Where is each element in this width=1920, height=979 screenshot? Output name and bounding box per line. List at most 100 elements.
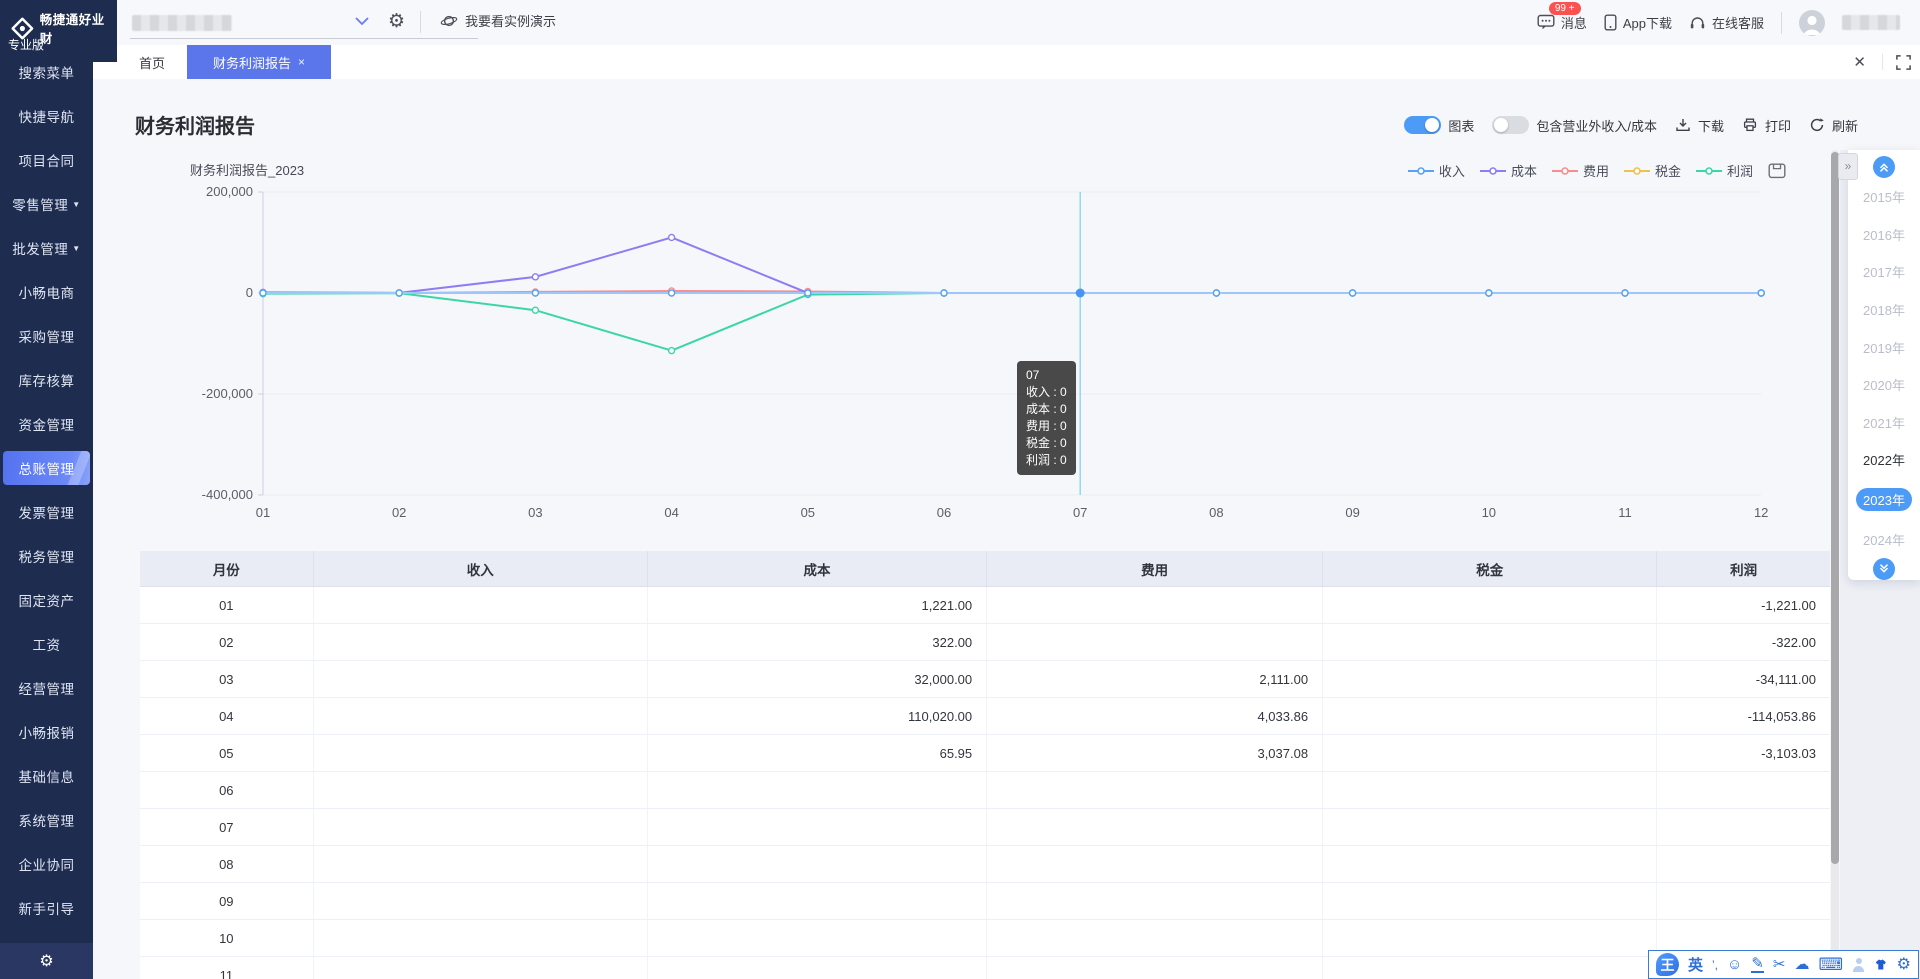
sidebar-item-label: 库存核算 — [18, 374, 75, 389]
value-cell — [313, 660, 648, 698]
years-scroll-down-button[interactable] — [1873, 558, 1895, 580]
legend-item[interactable]: 费用 — [1551, 161, 1609, 180]
tab-home[interactable]: 首页 — [117, 45, 187, 79]
year-item[interactable]: 2020年 — [1863, 378, 1905, 394]
ime-account-icon[interactable] — [1852, 957, 1865, 972]
sidebar-item[interactable]: 企业协同 — [0, 842, 93, 886]
sidebar-item-label: 系统管理 — [18, 814, 75, 829]
year-item[interactable]: 2024年 — [1863, 532, 1905, 548]
svg-text:-400,000: -400,000 — [202, 487, 253, 502]
tab-bar: 首页 财务利润报告 × ✕ — [0, 45, 1920, 79]
year-item[interactable]: 2021年 — [1863, 415, 1905, 431]
profit-chart[interactable]: 200,000 0 -200,000 -400,000 01 02 03 04 05 06 07 08… — [170, 150, 1830, 530]
tooltip-row: 收入 : 0 — [1026, 385, 1067, 399]
sidebar-item[interactable]: 固定资产 — [0, 578, 93, 622]
scrollbar-thumb[interactable] — [1831, 152, 1839, 864]
sidebar-item-label: 项目合同 — [18, 154, 75, 169]
value-cell — [313, 882, 648, 920]
year-item[interactable]: 2023年 — [1856, 488, 1912, 512]
table-column-header: 收入 — [313, 551, 648, 587]
sidebar-item-label: 小畅电商 — [18, 286, 75, 301]
online-service-button[interactable]: 在线客服 — [1689, 13, 1764, 32]
refresh-button[interactable]: 刷新 — [1809, 116, 1858, 135]
skin-shirt-icon[interactable] — [1874, 958, 1888, 971]
sidebar-item[interactable]: 库存核算 — [0, 358, 93, 402]
legend-item[interactable]: 成本 — [1479, 161, 1537, 180]
sidebar-item[interactable]: 项目合同 — [0, 138, 93, 182]
download-button[interactable]: 下载 — [1675, 116, 1724, 135]
legend-item[interactable]: 利润 — [1695, 161, 1753, 180]
chevron-down-icon[interactable] — [354, 16, 370, 26]
punctuation-icon[interactable]: ’, — [1712, 957, 1719, 972]
sidebar-item[interactable]: 小畅报销 — [0, 710, 93, 754]
caret-down-icon: ▼ — [72, 243, 81, 253]
sidebar-item[interactable]: 新手引导 — [0, 886, 93, 930]
sidebar-item[interactable]: 发票管理 — [0, 490, 93, 534]
brand-diamond-icon — [11, 17, 34, 39]
phone-icon — [1604, 14, 1617, 31]
years-scroll-up-button[interactable] — [1873, 156, 1895, 178]
legend-item[interactable]: 税金 — [1623, 161, 1681, 180]
sidebar-item[interactable]: 基础信息 — [0, 754, 93, 798]
close-page-icon[interactable]: ✕ — [1853, 54, 1866, 71]
year-panel: 2015年 2016年 2017年 2018年 2019年 2020年 2021年 2022年… — [1848, 150, 1920, 580]
sidebar-item[interactable]: 搜索菜单 — [0, 50, 93, 94]
year-item[interactable]: 2016年 — [1863, 227, 1905, 243]
sidebar-item-label: 工资 — [32, 638, 61, 653]
chart-toggle[interactable] — [1404, 116, 1442, 134]
sidebar-item[interactable]: 总账管理 — [3, 451, 90, 485]
legend-item[interactable]: 收入 — [1407, 161, 1465, 180]
sidebar-item[interactable]: 资金管理 — [0, 402, 93, 446]
svg-text:200,000: 200,000 — [206, 184, 253, 199]
fullscreen-icon[interactable] — [1895, 54, 1912, 71]
chart-toggle-group: 图表 — [1404, 116, 1474, 135]
sidebar-item[interactable]: 工资 — [0, 622, 93, 666]
year-item[interactable]: 2018年 — [1863, 303, 1905, 319]
month-cell: 09 — [140, 882, 314, 920]
tab-close-icon[interactable]: × — [298, 55, 306, 69]
sidebar-item[interactable]: 系统管理 — [0, 798, 93, 842]
sidebar-item-label: 采购管理 — [18, 330, 75, 345]
year-item[interactable]: 2017年 — [1863, 265, 1905, 281]
svg-text:09: 09 — [1345, 505, 1359, 520]
virtual-keyboard-icon[interactable]: ⌨ — [1818, 955, 1844, 974]
month-cell: 10 — [140, 919, 314, 957]
value-cell: -34,111.00 — [1656, 660, 1830, 698]
tab-profit-report[interactable]: 财务利润报告 × — [187, 45, 332, 79]
sidebar-settings-button[interactable]: ⚙ — [0, 943, 93, 979]
value-cell — [986, 808, 1324, 846]
cloud-input-icon[interactable]: ☁ — [1794, 956, 1810, 973]
app-download-button[interactable]: App下载 — [1604, 13, 1672, 32]
year-item[interactable]: 2019年 — [1863, 340, 1905, 356]
tooltip-row: 利润 : 0 — [1026, 453, 1067, 467]
svg-text:07: 07 — [1073, 505, 1087, 520]
sidebar-item-label: 固定资产 — [18, 594, 75, 609]
messages-button[interactable]: 消息 99 + — [1537, 2, 1587, 32]
sidebar-item[interactable]: 批发管理 ▼ — [0, 226, 93, 270]
sidebar-item[interactable]: 税务管理 — [0, 534, 93, 578]
sidebar-item[interactable]: 快捷导航 — [0, 94, 93, 138]
company-selector[interactable] — [130, 8, 478, 39]
include-nonoperating-toggle[interactable] — [1492, 116, 1530, 134]
sidebar-item[interactable]: 采购管理 — [0, 314, 93, 358]
collapse-panel-handle[interactable]: » — [1838, 153, 1858, 180]
handwriting-icon[interactable]: ✎ — [1751, 955, 1764, 973]
ime-logo-icon[interactable]: 王 — [1656, 953, 1679, 976]
sidebar-item[interactable]: 经营管理 — [0, 666, 93, 710]
ime-language-mode[interactable]: 英 — [1688, 957, 1704, 974]
emoji-icon[interactable]: ☺ — [1727, 956, 1743, 973]
year-item[interactable]: 2022年 — [1863, 453, 1905, 469]
value-cell — [986, 919, 1324, 957]
demo-link[interactable]: 我要看实例演示 — [440, 11, 556, 30]
avatar[interactable] — [1799, 9, 1825, 36]
sidebar-item[interactable]: 零售管理 ▼ — [0, 182, 93, 226]
tab-home-label: 首页 — [139, 55, 166, 71]
ime-settings-gear-icon[interactable]: ⚙ — [1896, 955, 1911, 973]
sidebar-item[interactable]: 小畅电商 — [0, 270, 93, 314]
year-item[interactable]: 2015年 — [1863, 190, 1905, 206]
save-image-icon[interactable] — [1768, 163, 1786, 179]
clipboard-scissors-icon[interactable]: ✂ — [1772, 956, 1786, 973]
settings-gear-icon[interactable]: ⚙ — [388, 11, 406, 32]
table-row: 05 65.95 3,037.08 -3,103.03 — [140, 734, 1830, 772]
print-button[interactable]: 打印 — [1742, 116, 1791, 135]
